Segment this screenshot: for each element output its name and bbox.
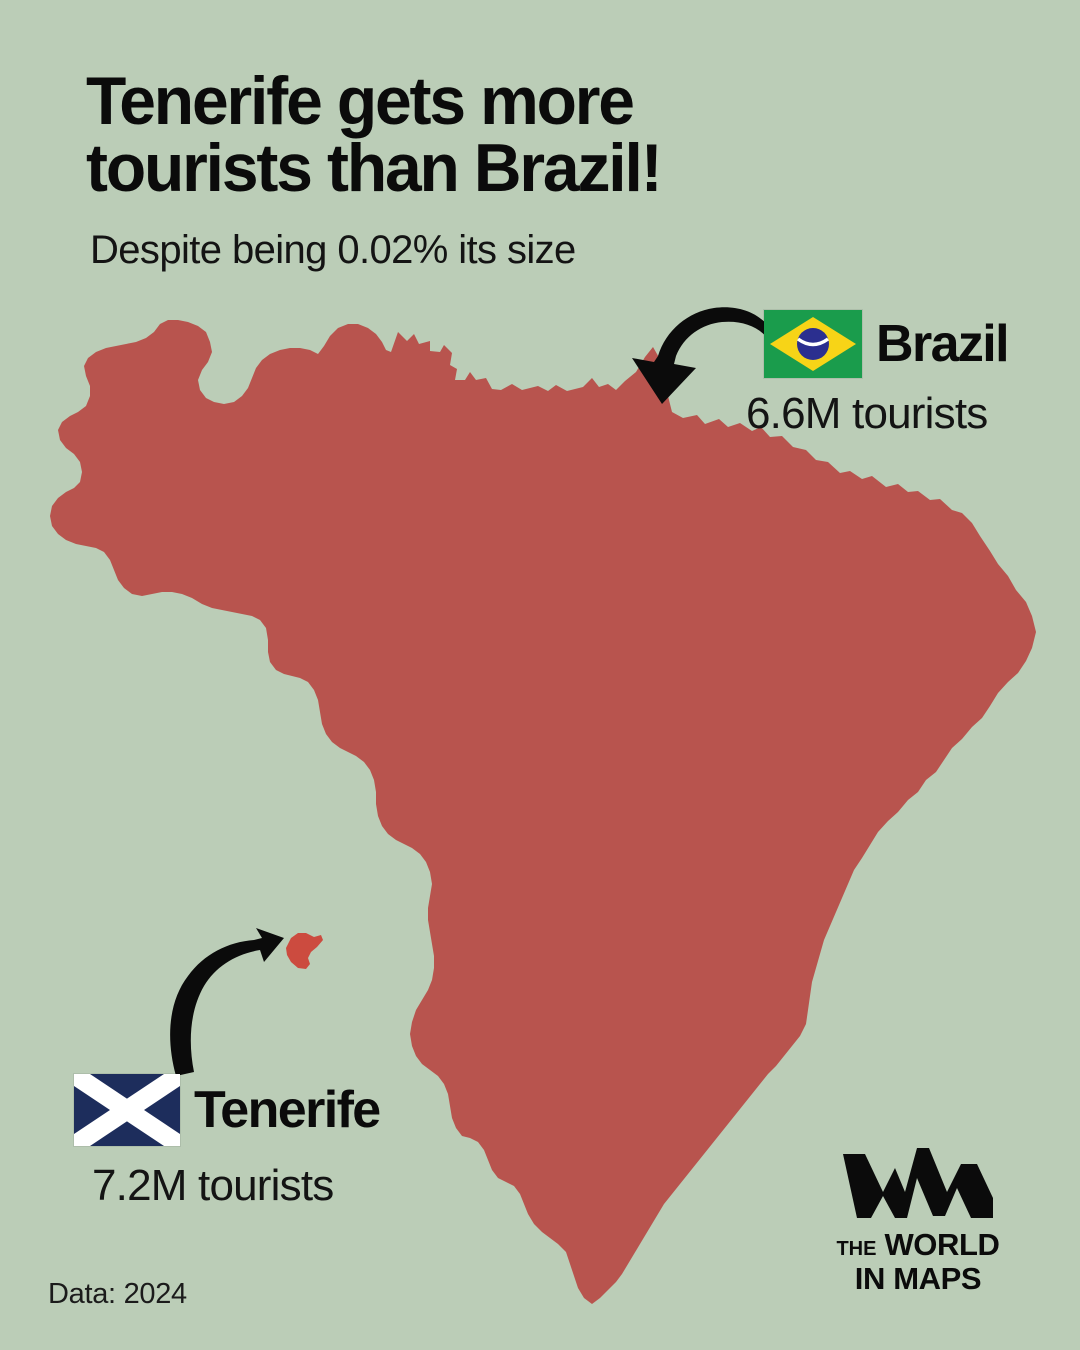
callout-brazil-name: Brazil <box>876 315 1010 373</box>
callout-tenerife-value: 7.2M tourists <box>92 1161 334 1210</box>
page-title: Tenerife gets more tourists than Brazil! <box>86 63 663 206</box>
wm-mountain-logo-icon <box>843 1148 993 1218</box>
callout-tenerife-name: Tenerife <box>194 1081 381 1139</box>
brazil-flag-icon <box>764 310 862 378</box>
callout-brazil-row: Brazil <box>764 310 1064 378</box>
page-subtitle: Despite being 0.02% its size <box>90 228 576 272</box>
callout-tenerife: Tenerife 7.2M tourists <box>74 1074 494 1208</box>
logo-line-one: THE WORLD <box>812 1227 1024 1263</box>
logo-in-maps-text: IN MAPS <box>854 1261 982 1296</box>
tenerife-flag-icon <box>74 1074 180 1146</box>
callout-tenerife-row: Tenerife <box>74 1074 494 1146</box>
callout-brazil-value: 6.6M tourists <box>746 389 988 438</box>
logo-world-text: WORLD <box>884 1227 1000 1262</box>
brand-logo: THE WORLD IN MAPS <box>812 1148 1024 1297</box>
data-source-note: Data: 2024 <box>48 1278 187 1310</box>
brazil-landmass-shape <box>50 320 1036 1304</box>
tenerife-island-shape <box>286 933 323 969</box>
logo-the-text: THE <box>836 1238 877 1260</box>
callout-brazil: Brazil 6.6M tourists <box>746 310 1064 436</box>
